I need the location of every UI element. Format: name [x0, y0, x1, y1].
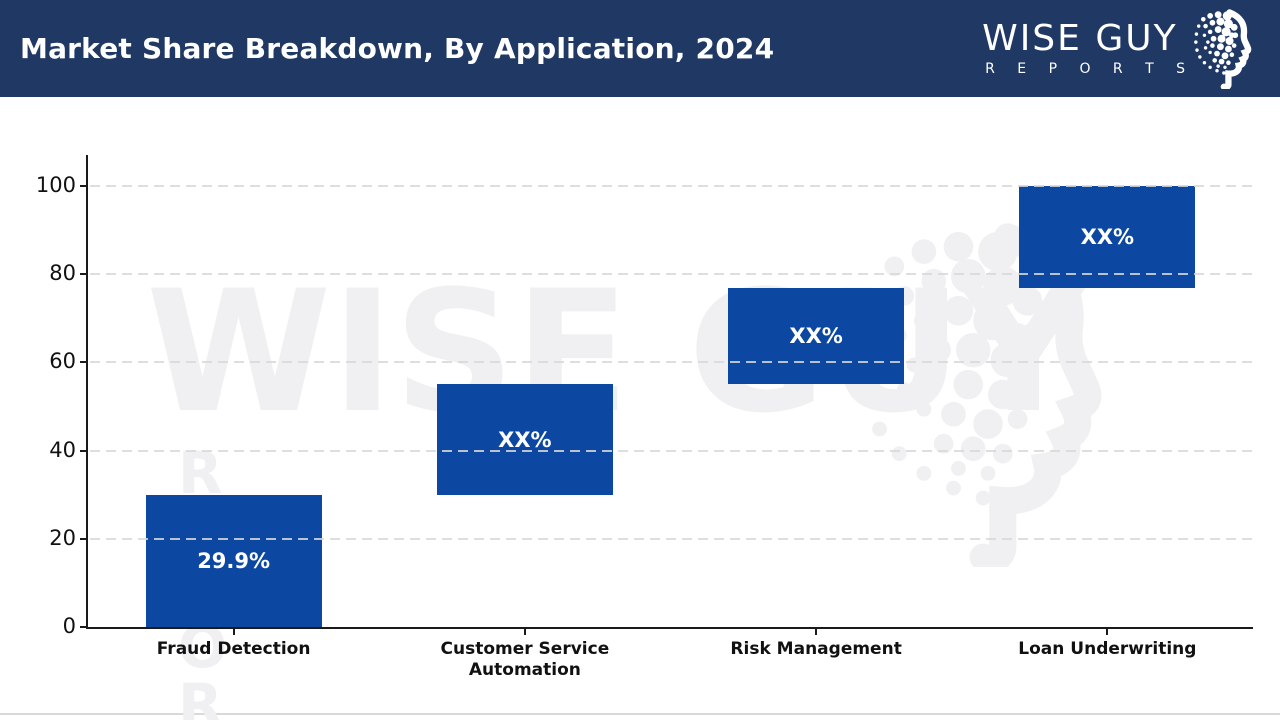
y-tick-label: 80 [49, 261, 76, 286]
y-tickmark-100 [80, 185, 88, 187]
x-tickmark-loan-underwriting [1106, 627, 1109, 635]
x-category-label-loan-underwriting: Loan Underwriting [1018, 639, 1197, 659]
x-tickmark-risk-management [815, 627, 818, 635]
bar-fraud-detection: 29.9% [145, 495, 322, 627]
gridline-40 [90, 449, 1253, 452]
bar-loan-underwriting: XX% [1019, 186, 1196, 289]
footer-divider [0, 713, 1280, 715]
gridline-60 [90, 361, 1253, 364]
bar-risk-management: XX% [728, 288, 905, 384]
x-category-label-risk-management: Risk Management [730, 639, 902, 659]
logo-wordmark: WISE GUY [982, 17, 1178, 59]
y-tick-label: 40 [49, 437, 76, 462]
x-tickmark-fraud-detection [232, 627, 235, 635]
face-dots-icon [1190, 9, 1260, 89]
y-tickmark-80 [80, 273, 88, 276]
bar-value-label: XX% [498, 427, 552, 452]
x-category-label-customer-service-automation: Customer Service Automation [440, 639, 610, 681]
y-tick-label: 20 [49, 525, 76, 550]
bar-value-label: XX% [1080, 225, 1135, 250]
y-tickmark-60 [80, 361, 88, 364]
y-tick-label: 60 [49, 349, 76, 374]
bar-customer-service-automation: XX% [436, 384, 613, 496]
x-category-label-fraud-detection: Fraud Detection [156, 639, 311, 659]
x-tickmark-customer-service-automation [523, 627, 526, 635]
header: Market Share Breakdown, By Application, … [0, 0, 1280, 97]
y-tick-label: 0 [62, 614, 76, 638]
y-tickmark-0 [80, 626, 88, 628]
logo-text: WISE GUY R E P O R T S [982, 17, 1194, 77]
y-tickmark-20 [80, 537, 88, 540]
y-tick-label: 100 [35, 173, 76, 197]
x-axis-spine [86, 627, 1253, 629]
brand-logo: WISE GUY R E P O R T S [982, 9, 1260, 89]
logo-subtitle: R E P O R T S [985, 60, 1194, 77]
y-axis-spine [86, 155, 88, 629]
gridline-100 [90, 185, 1253, 187]
bar-value-label: 29.9% [197, 549, 271, 574]
bar-value-label: XX% [789, 324, 843, 349]
y-tickmark-40 [80, 449, 88, 452]
gridline-20 [90, 537, 1253, 540]
page-title: Market Share Breakdown, By Application, … [20, 32, 775, 65]
gridline-80 [90, 273, 1253, 276]
